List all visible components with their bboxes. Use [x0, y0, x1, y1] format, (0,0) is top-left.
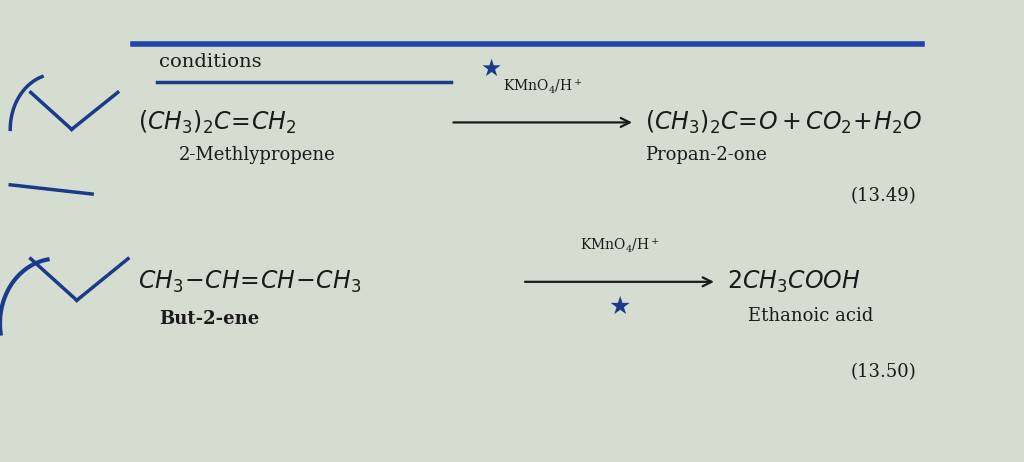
Text: ★: ★ [481, 57, 502, 81]
Text: Ethanoic acid: Ethanoic acid [748, 308, 872, 325]
Text: $\mathregular{KMnO_4/H^+}$: $\mathregular{KMnO_4/H^+}$ [503, 76, 583, 95]
Text: $2CH_3COOH$: $2CH_3COOH$ [727, 269, 860, 295]
Text: But-2-ene: But-2-ene [159, 310, 259, 328]
Text: $CH_3\!-\!CH\!=\!CH\!-\!CH_3$: $CH_3\!-\!CH\!=\!CH\!-\!CH_3$ [138, 269, 361, 295]
Text: (13.50): (13.50) [851, 363, 916, 381]
Text: $(CH_3)_2C\!=\!CH_2$: $(CH_3)_2C\!=\!CH_2$ [138, 109, 297, 136]
Text: Propan-2-one: Propan-2-one [645, 146, 767, 164]
Text: ★: ★ [608, 295, 631, 319]
Text: $(CH_3)_2C\!=\!O + CO_2\!+\!H_2O$: $(CH_3)_2C\!=\!O + CO_2\!+\!H_2O$ [645, 109, 923, 136]
Text: conditions: conditions [159, 54, 261, 71]
Text: $\mathregular{KMnO_4/H^+}$: $\mathregular{KMnO_4/H^+}$ [580, 235, 659, 254]
Text: (13.49): (13.49) [851, 188, 916, 205]
Text: 2-Methlypropene: 2-Methlypropene [179, 146, 336, 164]
